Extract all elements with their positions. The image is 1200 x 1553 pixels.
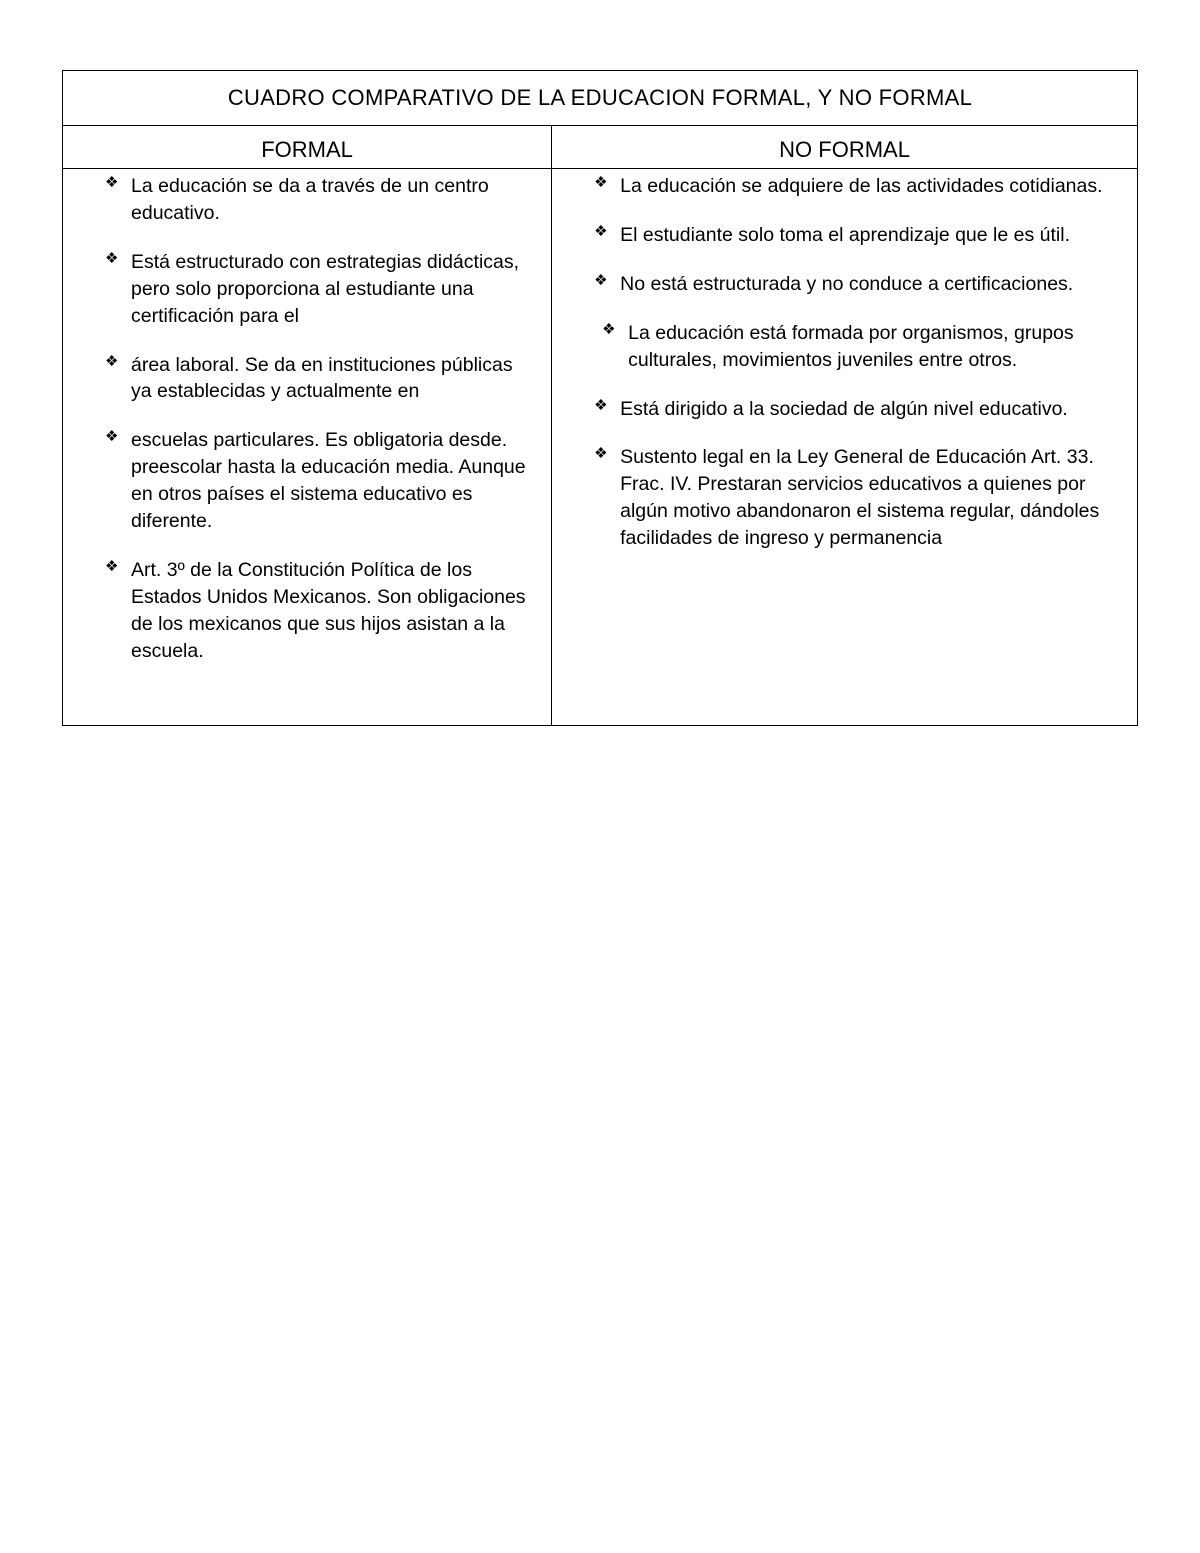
- table-title: CUADRO COMPARATIVO DE LA EDUCACION FORMA…: [63, 71, 1138, 126]
- column-header-no-formal: NO FORMAL: [552, 126, 1138, 169]
- no-formal-column: La educación se adquiere de las activida…: [552, 169, 1138, 726]
- list-item: área laboral. Se da en instituciones púb…: [109, 352, 531, 406]
- list-item: Art. 3º de la Constitución Política de l…: [109, 557, 531, 665]
- comparison-table: CUADRO COMPARATIVO DE LA EDUCACION FORMA…: [62, 70, 1138, 726]
- list-item: Sustento legal en la Ley General de Educ…: [598, 444, 1117, 552]
- column-header-formal: FORMAL: [63, 126, 552, 169]
- title-row: CUADRO COMPARATIVO DE LA EDUCACION FORMA…: [63, 71, 1138, 126]
- list-item: Está dirigido a la sociedad de algún niv…: [598, 396, 1117, 423]
- list-item: La educación está formada por organismos…: [598, 320, 1117, 374]
- formal-column: La educación se da a través de un centro…: [63, 169, 552, 726]
- list-item: La educación se adquiere de las activida…: [598, 173, 1117, 200]
- list-item: Está estructurado con estrategias didáct…: [109, 249, 531, 330]
- formal-list: La educación se da a través de un centro…: [83, 173, 531, 665]
- header-row: FORMAL NO FORMAL: [63, 126, 1138, 169]
- list-item: La educación se da a través de un centro…: [109, 173, 531, 227]
- list-item: No está estructurada y no conduce a cert…: [598, 271, 1117, 298]
- list-item: El estudiante solo toma el aprendizaje q…: [598, 222, 1117, 249]
- no-formal-list: La educación se adquiere de las activida…: [572, 173, 1117, 552]
- body-row: La educación se da a través de un centro…: [63, 169, 1138, 726]
- list-item: escuelas particulares. Es obligatoria de…: [109, 427, 531, 535]
